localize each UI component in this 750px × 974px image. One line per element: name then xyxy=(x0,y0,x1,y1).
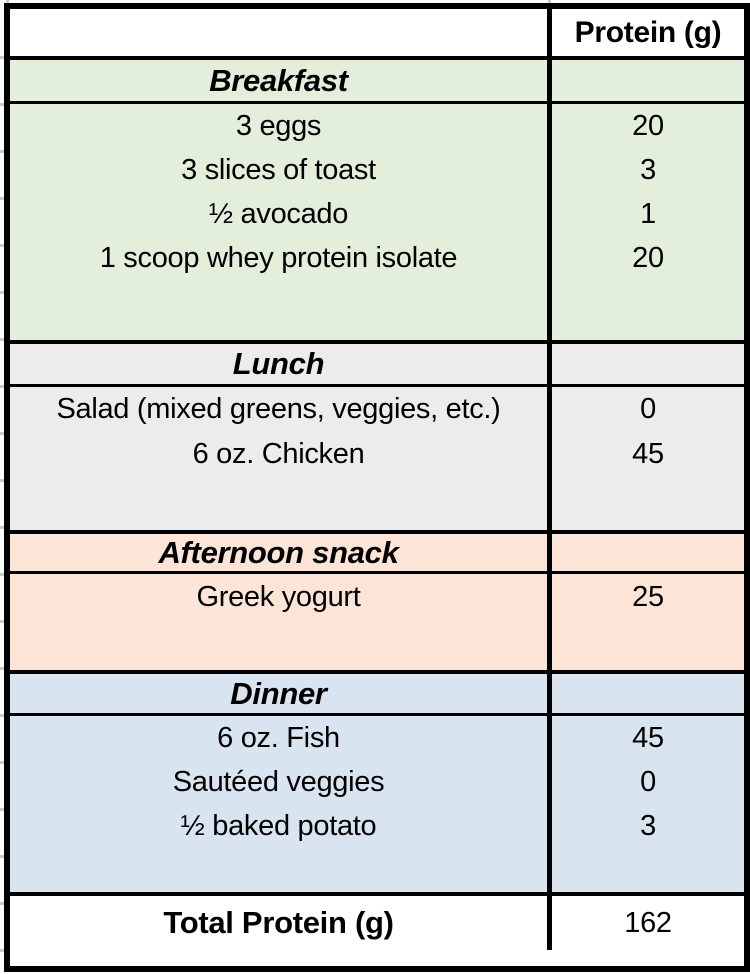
total-value-cell[interactable]: 162 xyxy=(547,896,744,950)
section-header-row: Breakfast xyxy=(10,60,744,104)
total-label-cell[interactable]: Total Protein (g) xyxy=(163,905,394,940)
section-header-row: Lunch xyxy=(10,344,744,387)
item-cell[interactable]: ½ avocado xyxy=(208,197,349,230)
item-cell[interactable]: Sautéed veggies xyxy=(172,765,385,798)
item-cell[interactable]: ½ baked potato xyxy=(180,809,377,842)
spreadsheet-gridline-tick xyxy=(6,0,9,4)
item-cell[interactable]: Greek yogurt xyxy=(196,580,361,613)
total-row: Total Protein (g) 162 xyxy=(10,892,744,950)
section-header-row: Afternoon snack xyxy=(10,534,744,574)
item-cell[interactable]: Salad (mixed greens, veggies, etc.) xyxy=(56,393,501,425)
table-row: 3 slices of toast 3 xyxy=(10,148,744,192)
table-row: ½ baked potato 3 xyxy=(10,804,744,848)
section-protein-cell[interactable] xyxy=(547,674,744,713)
section-afternoon-snack: Afternoon snack Greek yogurt 25 xyxy=(10,530,744,670)
table-row: 6 oz. Fish 45 xyxy=(10,716,744,760)
protein-cell[interactable] xyxy=(547,620,744,670)
protein-cell[interactable]: 0 xyxy=(547,760,744,804)
item-cell[interactable]: 3 eggs xyxy=(235,109,322,142)
item-cell[interactable]: 3 slices of toast xyxy=(181,153,376,186)
section-header-row: Dinner xyxy=(10,674,744,716)
protein-cell[interactable]: 3 xyxy=(547,148,744,192)
header-protein-cell[interactable]: Protein (g) xyxy=(547,9,744,56)
protein-cell[interactable] xyxy=(547,477,744,530)
section-lunch: Lunch Salad (mixed greens, veggies, etc.… xyxy=(10,340,744,530)
section-protein-cell[interactable] xyxy=(547,534,744,571)
table-header-row: Protein (g) xyxy=(10,9,744,56)
table-row: 3 eggs 20 xyxy=(10,104,744,148)
protein-cell[interactable]: 1 xyxy=(547,192,744,236)
section-protein-cell[interactable] xyxy=(547,344,744,384)
protein-cell[interactable]: 45 xyxy=(547,432,744,477)
section-name-cell[interactable]: Dinner xyxy=(230,675,327,711)
protein-meal-plan-table: Protein (g) Breakfast 3 eggs 20 3 slices… xyxy=(4,3,750,972)
protein-cell[interactable]: 3 xyxy=(547,804,744,848)
empty-row xyxy=(10,477,744,530)
section-dinner: Dinner 6 oz. Fish 45 Sautéed veggies 0 ½… xyxy=(10,670,744,892)
protein-cell[interactable]: 45 xyxy=(547,716,744,760)
spreadsheet-gridline-tick xyxy=(548,0,551,4)
table-row: Greek yogurt 25 xyxy=(10,574,744,620)
item-cell[interactable] xyxy=(10,280,547,340)
protein-cell[interactable]: 20 xyxy=(547,236,744,280)
item-cell[interactable] xyxy=(10,620,547,670)
table-row: Salad (mixed greens, veggies, etc.) 0 xyxy=(10,387,744,432)
table-row: ½ avocado 1 xyxy=(10,192,744,236)
protein-cell[interactable]: 20 xyxy=(547,104,744,148)
protein-cell[interactable] xyxy=(547,280,744,340)
item-cell[interactable] xyxy=(10,477,547,530)
table-row: Sautéed veggies 0 xyxy=(10,760,744,804)
protein-cell[interactable]: 25 xyxy=(547,574,744,620)
section-breakfast: Breakfast 3 eggs 20 3 slices of toast 3 … xyxy=(10,56,744,340)
table-row: 1 scoop whey protein isolate 20 xyxy=(10,236,744,280)
table-row: 6 oz. Chicken 45 xyxy=(10,432,744,477)
item-cell[interactable]: 6 oz. Fish xyxy=(217,721,340,754)
item-cell[interactable] xyxy=(10,848,547,892)
protein-cell[interactable] xyxy=(547,848,744,892)
header-item-cell[interactable] xyxy=(10,9,547,56)
item-cell[interactable]: 6 oz. Chicken xyxy=(192,438,365,470)
empty-row xyxy=(10,620,744,670)
empty-row xyxy=(10,848,744,892)
section-name-cell[interactable]: Lunch xyxy=(232,346,325,381)
section-name-cell[interactable]: Afternoon snack xyxy=(158,534,399,570)
spreadsheet-gridline-ticks xyxy=(0,12,4,972)
item-cell[interactable]: 1 scoop whey protein isolate xyxy=(99,241,458,274)
protein-cell[interactable]: 0 xyxy=(547,387,744,432)
empty-row xyxy=(10,280,744,340)
section-protein-cell[interactable] xyxy=(547,60,744,101)
section-name-cell[interactable]: Breakfast xyxy=(209,62,348,98)
